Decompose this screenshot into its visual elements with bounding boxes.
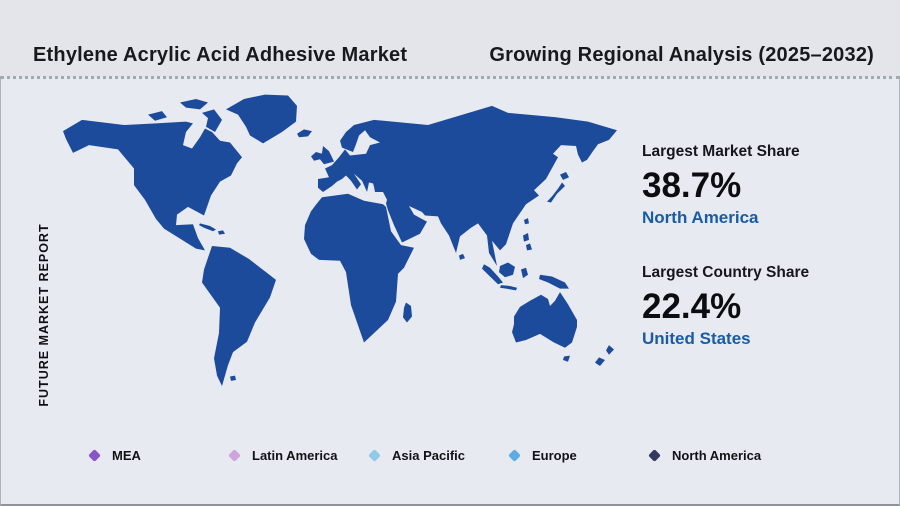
stat-largest-country-share: Largest Country Share 22.4% United State… xyxy=(642,264,892,349)
map-indonesia xyxy=(482,262,569,291)
diamond-marker-icon xyxy=(88,448,101,462)
legend-item-label: Europe xyxy=(532,447,577,463)
legend-item-label: Asia Pacific xyxy=(392,447,465,463)
page-title-analysis: Growing Regional Analysis (2025–2032) xyxy=(489,44,874,66)
map-arctic-islands xyxy=(148,98,222,133)
diamond-marker-icon xyxy=(228,448,241,462)
map-caribbean xyxy=(199,223,225,235)
header: Ethylene Acrylic Acid Adhesive Market Gr… xyxy=(0,0,900,77)
brand-vertical-text: FUTURE MARKET REPORT xyxy=(37,223,51,407)
legend-item-label: MEA xyxy=(112,447,141,463)
world-map xyxy=(60,92,620,432)
map-eurasia xyxy=(318,105,617,266)
map-new-zealand xyxy=(595,345,614,367)
stat-largest-market-share: Largest Market Share 38.7% North America xyxy=(642,143,892,228)
legend-item-label: North America xyxy=(672,447,762,463)
map-iceland xyxy=(297,129,312,138)
map-south-america xyxy=(202,245,276,387)
world-map-svg xyxy=(63,94,617,387)
map-british-isles xyxy=(311,145,334,165)
stat-region: North America xyxy=(642,208,759,227)
stat-value: 38.7% xyxy=(642,166,742,205)
map-greenland xyxy=(226,94,297,144)
legend-item-europe: Europe xyxy=(508,446,577,464)
diamond-marker-icon xyxy=(648,448,661,462)
legend-item-north-america: North America xyxy=(648,446,762,464)
diamond-marker-icon xyxy=(508,448,521,462)
stat-region: United States xyxy=(642,329,751,348)
map-north-america xyxy=(63,119,242,251)
dotted-separator xyxy=(0,76,900,79)
legend-item-latin-america: Latin America xyxy=(228,446,338,464)
stat-label: Largest Market Share xyxy=(642,143,800,160)
stat-label: Largest Country Share xyxy=(642,264,810,281)
legend-item-asia-pacific: Asia Pacific xyxy=(368,446,465,464)
legend: MEA Latin America Asia Pacific Europe No… xyxy=(0,446,900,466)
legend-item-label: Latin America xyxy=(252,447,338,463)
diamond-marker-icon xyxy=(368,448,381,462)
stat-value: 22.4% xyxy=(642,287,742,326)
legend-item-mea: MEA xyxy=(88,446,141,464)
page-title-market: Ethylene Acrylic Acid Adhesive Market xyxy=(33,44,408,66)
map-australia xyxy=(512,292,577,362)
map-africa xyxy=(304,193,414,343)
